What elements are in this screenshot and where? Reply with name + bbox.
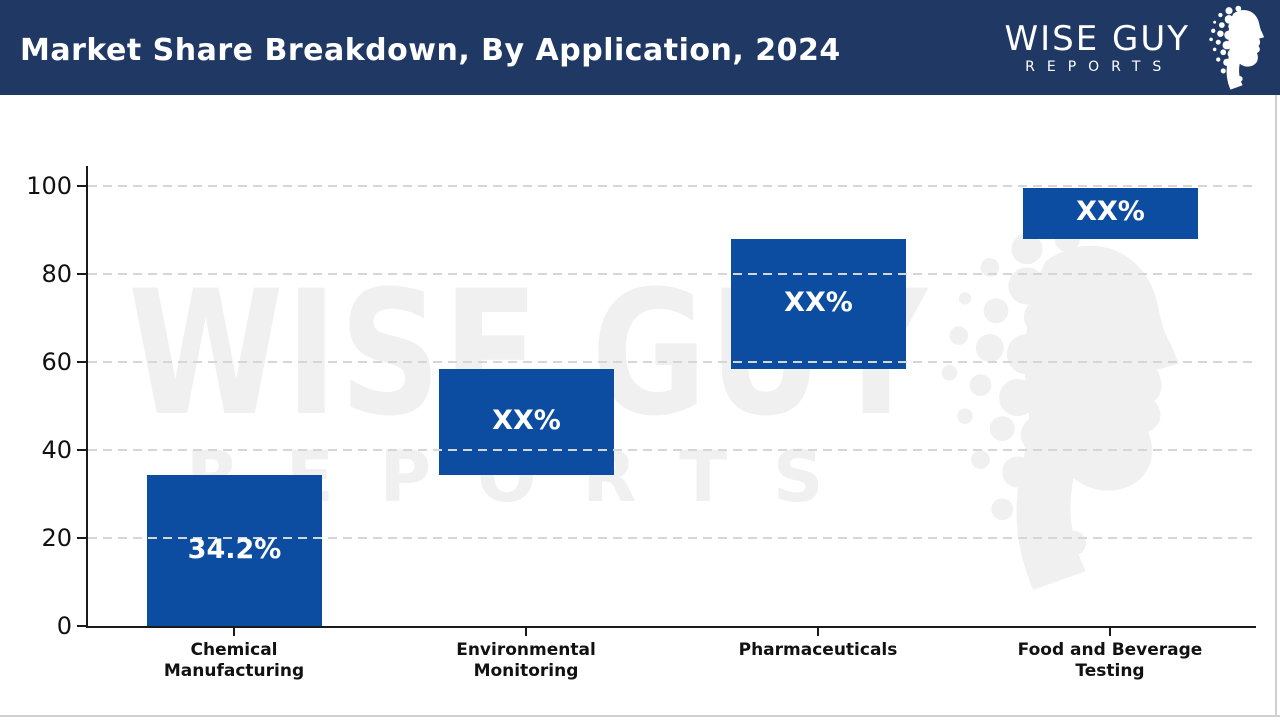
- brand-text: WISE GUY REPORTS: [1004, 19, 1190, 75]
- bar-value-label: XX%: [1076, 196, 1145, 227]
- x-category-label: Pharmaceuticals: [738, 640, 898, 660]
- y-tick-label: 60: [41, 347, 72, 376]
- bar: [439, 368, 614, 476]
- bar: [147, 475, 322, 626]
- bar-value-label: XX%: [492, 405, 561, 436]
- x-category-label: Environmental Monitoring: [456, 640, 596, 682]
- y-tick-label: 40: [41, 435, 72, 464]
- brand-name: WISE GUY: [1004, 19, 1190, 60]
- bar-value-label: XX%: [784, 287, 853, 318]
- y-tick-mark: [77, 625, 87, 627]
- gridline: [88, 536, 1256, 539]
- watermark-head-icon: [941, 227, 1179, 590]
- y-tick-mark: [77, 536, 87, 539]
- bar-value-label: 34.2%: [187, 534, 282, 565]
- x-tick-mark: [233, 626, 235, 636]
- y-tick-mark: [77, 448, 87, 451]
- card-bottom-border: [0, 715, 1280, 717]
- page-title: Market Share Breakdown, By Application, …: [20, 33, 841, 68]
- gridline: [88, 184, 1256, 187]
- y-tick-mark: [77, 184, 87, 187]
- x-tick-mark: [525, 626, 527, 636]
- y-tick-mark: [77, 272, 87, 275]
- gridline: [88, 272, 1256, 275]
- x-tick-mark: [817, 626, 819, 636]
- y-tick-label: 20: [41, 523, 72, 552]
- card-right-border: [1275, 95, 1277, 716]
- x-category-label: Food and Beverage Testing: [1017, 640, 1203, 682]
- x-axis: [86, 626, 1256, 628]
- gridline: [88, 448, 1256, 451]
- bar: [731, 238, 906, 369]
- y-tick-label: 80: [41, 259, 72, 288]
- y-tick-label: 100: [26, 171, 72, 200]
- header: Market Share Breakdown, By Application, …: [0, 0, 1280, 95]
- brand-logo: WISE GUY REPORTS: [1004, 5, 1266, 91]
- y-axis: [86, 166, 88, 628]
- gridline: [88, 360, 1256, 363]
- y-tick-label: 0: [56, 612, 72, 640]
- x-category-label: Chemical Manufacturing: [163, 640, 305, 682]
- y-tick-mark: [77, 360, 87, 363]
- wiseguy-head-icon: [1209, 5, 1265, 90]
- brand-subtitle: REPORTS: [1025, 58, 1174, 75]
- x-tick-mark: [1109, 626, 1111, 636]
